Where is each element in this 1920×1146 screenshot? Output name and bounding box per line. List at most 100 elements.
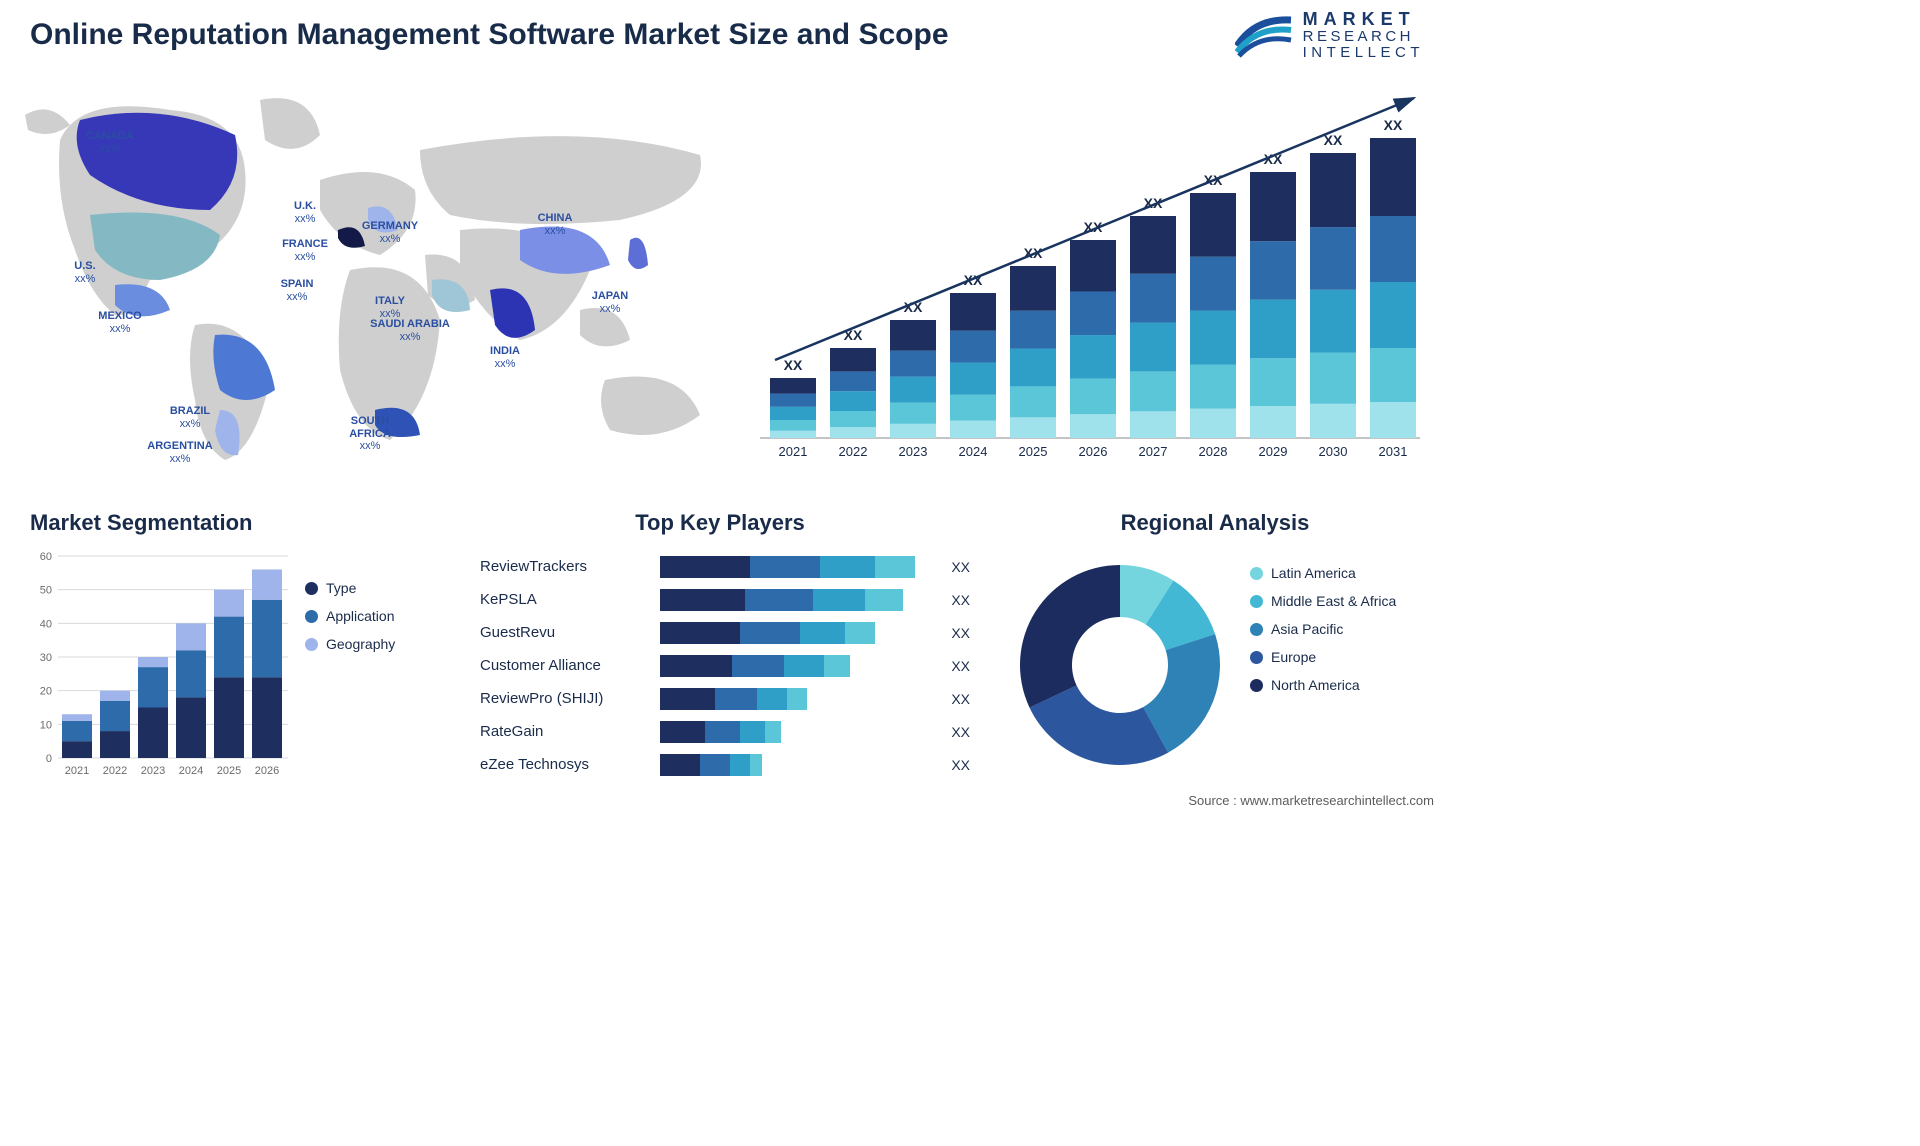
logo-line1: MARKET	[1303, 10, 1424, 29]
player-value: XX	[951, 658, 970, 674]
map-label: SAUDI ARABIAxx%	[370, 318, 450, 343]
player-bar	[660, 688, 941, 710]
segmentation-legend: Type Application Geography	[305, 580, 395, 664]
svg-text:2024: 2024	[959, 444, 988, 459]
player-row: RateGain XX	[470, 715, 970, 748]
svg-text:2021: 2021	[779, 444, 808, 459]
player-name: eZee Technosys	[470, 756, 660, 773]
legend-label: Middle East & Africa	[1271, 593, 1396, 609]
map-label: MEXICOxx%	[80, 310, 160, 335]
svg-text:60: 60	[40, 551, 52, 563]
player-row: ReviewPro (SHIJI) XX	[470, 682, 970, 715]
player-name: GuestRevu	[470, 624, 660, 641]
legend-label: Latin America	[1271, 565, 1356, 581]
map-label: INDIAxx%	[465, 345, 545, 370]
player-value: XX	[951, 559, 970, 575]
legend-item: Asia Pacific	[1250, 621, 1396, 637]
player-row: Customer Alliance XX	[470, 649, 970, 682]
world-map: CANADAxx% U.S.xx% MEXICOxx% BRAZILxx% ARGENT…	[20, 80, 740, 470]
legend-label: Europe	[1271, 649, 1316, 665]
player-value: XX	[951, 757, 970, 773]
svg-text:0: 0	[46, 753, 52, 765]
players-list: ReviewTrackersXXKePSLAXXGuestRevuXXCusto…	[470, 550, 970, 781]
player-name: ReviewPro (SHIJI)	[470, 690, 660, 707]
regional-donut-svg	[1010, 555, 1230, 775]
map-label: U.S.xx%	[45, 260, 125, 285]
player-value: XX	[951, 691, 970, 707]
player-value: XX	[951, 592, 970, 608]
regional-title: Regional Analysis	[1000, 510, 1430, 536]
svg-text:30: 30	[40, 652, 52, 664]
logo-line3: INTELLECT	[1303, 45, 1424, 61]
legend-label: Type	[326, 580, 356, 596]
player-bar	[660, 655, 941, 677]
map-label: U.K.xx%	[265, 200, 345, 225]
logo-line2: RESEARCH	[1303, 29, 1424, 45]
svg-text:40: 40	[40, 618, 52, 630]
legend-item: Middle East & Africa	[1250, 593, 1396, 609]
svg-text:2024: 2024	[179, 765, 203, 777]
map-label: ITALYxx%	[350, 295, 430, 320]
svg-text:2022: 2022	[103, 765, 127, 777]
svg-text:2029: 2029	[1259, 444, 1288, 459]
legend-item: North America	[1250, 677, 1396, 693]
svg-text:10: 10	[40, 719, 52, 731]
market-size-chart-svg: XX2021XX2022XX2023XX2024XX2025XX2026XX20…	[760, 90, 1420, 470]
svg-text:2021: 2021	[65, 765, 89, 777]
player-name: ReviewTrackers	[470, 558, 660, 575]
legend-label: Application	[326, 608, 395, 624]
svg-text:2027: 2027	[1139, 444, 1168, 459]
map-label: SOUTH AFRICAxx%	[330, 415, 410, 453]
svg-text:2025: 2025	[217, 765, 241, 777]
svg-text:XX: XX	[1384, 117, 1403, 133]
legend-item: Geography	[305, 636, 395, 652]
map-label: JAPANxx%	[570, 290, 650, 315]
player-bar	[660, 556, 941, 578]
player-bar	[660, 721, 941, 743]
player-name: Customer Alliance	[470, 657, 660, 674]
svg-text:2026: 2026	[1079, 444, 1108, 459]
legend-item: Latin America	[1250, 565, 1396, 581]
player-row: eZee Technosys XX	[470, 748, 970, 781]
svg-text:2028: 2028	[1199, 444, 1228, 459]
players-title: Top Key Players	[470, 510, 970, 536]
map-label: CHINAxx%	[515, 212, 595, 237]
svg-text:2026: 2026	[255, 765, 279, 777]
map-label: FRANCExx%	[265, 238, 345, 263]
player-bar	[660, 622, 941, 644]
player-bar	[660, 589, 941, 611]
segmentation-chart-svg: 0 10 20 30 40 50 60 2021 2022 2023 2024 2025 2026	[30, 550, 290, 780]
svg-text:50: 50	[40, 585, 52, 597]
legend-item: Type	[305, 580, 395, 596]
page-title: Online Reputation Management Software Ma…	[30, 18, 1424, 52]
player-value: XX	[951, 724, 970, 740]
svg-text:2030: 2030	[1319, 444, 1348, 459]
regional-panel: Regional Analysis Latin America Middle Ea…	[1000, 510, 1430, 790]
legend-label: North America	[1271, 677, 1360, 693]
player-row: ReviewTrackers XX	[470, 550, 970, 583]
source-attribution: Source : www.marketresearchintellect.com	[1188, 793, 1434, 808]
player-name: KePSLA	[470, 591, 660, 608]
svg-text:2022: 2022	[839, 444, 868, 459]
map-label: GERMANYxx%	[350, 220, 430, 245]
players-panel: Top Key Players ReviewTrackers XX KePSLA XX…	[470, 510, 970, 800]
legend-item: Application	[305, 608, 395, 624]
map-label: ARGENTINAxx%	[140, 440, 220, 465]
svg-text:20: 20	[40, 686, 52, 698]
logo-swoosh-icon	[1235, 12, 1293, 58]
svg-text:2023: 2023	[899, 444, 928, 459]
svg-text:2023: 2023	[141, 765, 165, 777]
segmentation-title: Market Segmentation	[30, 510, 430, 536]
market-size-chart: XX2021XX2022XX2023XX2024XX2025XX2026XX20…	[760, 90, 1420, 470]
svg-text:2031: 2031	[1379, 444, 1408, 459]
player-bar	[660, 754, 941, 776]
map-label: CANADAxx%	[70, 130, 150, 155]
player-value: XX	[951, 625, 970, 641]
legend-label: Asia Pacific	[1271, 621, 1343, 637]
player-row: GuestRevu XX	[470, 616, 970, 649]
player-name: RateGain	[470, 723, 660, 740]
map-label: BRAZILxx%	[150, 405, 230, 430]
svg-text:XX: XX	[784, 357, 803, 373]
legend-label: Geography	[326, 636, 395, 652]
segmentation-panel: Market Segmentation 0 10 20 30 40 50 60 2021 202…	[30, 510, 430, 790]
